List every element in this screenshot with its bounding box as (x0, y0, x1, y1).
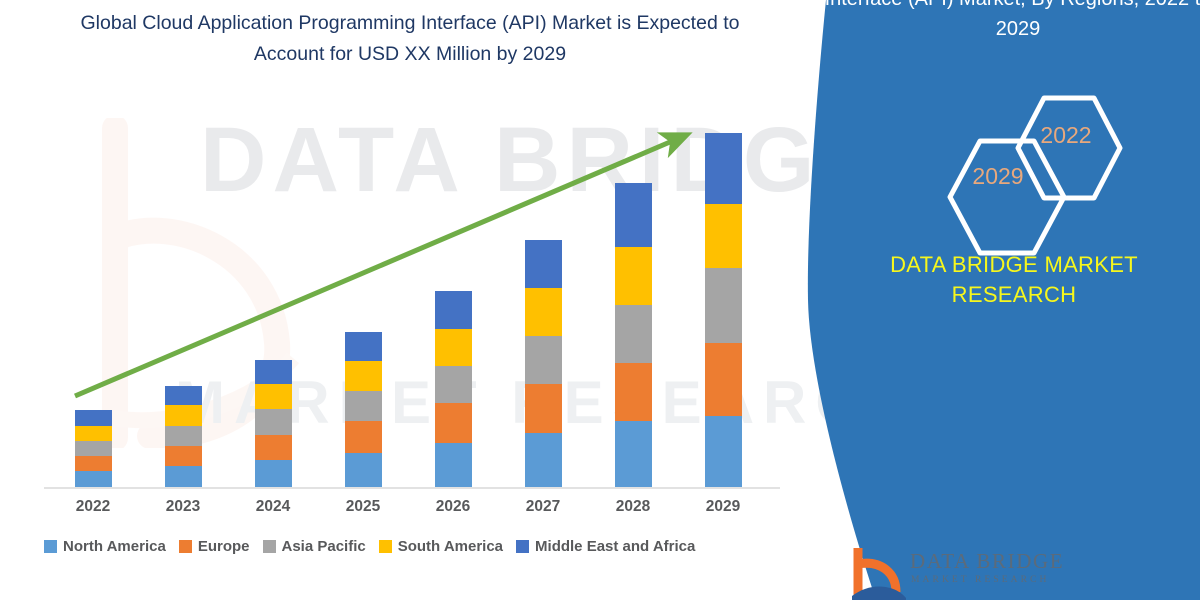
legend-item-south-america[interactable]: South America (378, 538, 504, 555)
bar-segment-middle-east-and-africa (164, 386, 202, 406)
bar-segment-north-america (254, 459, 292, 487)
hexagon-2029-label: 2029 (972, 163, 1024, 189)
hexagon-2029-icon (947, 138, 1067, 256)
bar-segment-south-america (704, 203, 742, 269)
brand-name-line-1: DATA BRIDGE MARKET (890, 252, 1138, 277)
bar-segment-south-america (344, 360, 382, 392)
legend-swatch-icon (378, 540, 392, 553)
legend-item-europe[interactable]: Europe (178, 538, 250, 555)
x-axis-label-2022: 2022 (75, 498, 111, 515)
bar-segment-europe (524, 384, 562, 433)
x-axis-label-2025: 2025 (345, 498, 381, 515)
bar-2027 (524, 239, 562, 487)
x-axis-label-2029: 2029 (705, 498, 741, 515)
bar-segment-south-america (434, 328, 472, 366)
axis-baseline (44, 487, 780, 489)
bar-segment-south-america (74, 425, 112, 441)
logo-text-secondary: MARKET RESEARCH (911, 575, 1050, 585)
bar-segment-europe (74, 455, 112, 471)
bridge-logo-icon (852, 546, 906, 600)
bar-segment-middle-east-and-africa (434, 291, 472, 329)
bar-segment-europe (344, 421, 382, 453)
bar-segment-europe (164, 445, 202, 466)
bar-segment-asia-pacific (704, 268, 742, 343)
legend-swatch-icon (178, 540, 192, 553)
hexagon-2022-icon (1015, 95, 1123, 201)
plot-area: 2022 2023 2024 2025 2026 2027 2028 2029 (44, 133, 780, 515)
x-axis-label-2024: 2024 (255, 498, 291, 515)
legend-item-middle-east-and-africa[interactable]: Middle East and Africa (516, 538, 695, 555)
legend-label: North America (63, 538, 166, 555)
x-axis-label-2023: 2023 (165, 498, 201, 515)
panel-content: Interface (API) Market, By Regions, 2022… (825, 0, 1200, 600)
panel-title: Interface (API) Market, By Regions, 2022… (825, 0, 1200, 40)
bar-2025 (344, 331, 382, 487)
x-axis-label-2026: 2026 (435, 498, 471, 515)
bar-segment-north-america (74, 470, 112, 487)
bar-segment-middle-east-and-africa (524, 239, 562, 289)
brand-name-line-2: RESEARCH (951, 282, 1077, 307)
bar-segment-north-america (614, 421, 652, 487)
hexagon-2022-label: 2022 (1040, 122, 1092, 148)
bar-segment-north-america (344, 452, 382, 487)
x-axis-label-2028: 2028 (615, 498, 651, 515)
bar-segment-middle-east-and-africa (254, 359, 292, 385)
bar-segment-north-america (164, 465, 202, 487)
bar-segment-europe (434, 403, 472, 443)
chart-panel: DATA BRIDGE MARKET RESEARCH Global Cloud… (44, 12, 840, 555)
bar-2029 (704, 133, 742, 487)
legend-swatch-icon (44, 540, 57, 553)
bar-segment-europe (614, 362, 652, 422)
chart-legend: North America Europe Asia Pacific South Ame… (44, 538, 784, 555)
bar-2023 (164, 386, 202, 487)
bar-2026 (434, 291, 472, 487)
legend-item-north-america[interactable]: North America (44, 538, 166, 555)
bar-2024 (254, 359, 292, 487)
legend-swatch-icon (516, 540, 530, 553)
bar-segment-middle-east-and-africa (344, 331, 382, 361)
bar-segment-south-america (254, 384, 292, 410)
bar-segment-south-america (524, 288, 562, 336)
bar-segment-south-america (614, 247, 652, 306)
bar-segment-europe (254, 434, 292, 460)
company-logo: DATA BRIDGE MARKET RESEARCH (850, 546, 1110, 600)
legend-label: Middle East and Africa (535, 538, 696, 555)
bar-segment-north-america (704, 416, 742, 487)
bar-segment-middle-east-and-africa (74, 410, 112, 426)
bar-segment-europe (704, 342, 742, 417)
x-axis-label-2027: 2027 (525, 498, 561, 515)
bar-segment-north-america (434, 442, 472, 487)
bar-segment-asia-pacific (614, 305, 652, 363)
bar-segment-north-america (524, 432, 562, 487)
legend-swatch-icon (262, 540, 276, 553)
legend-label: Asia Pacific (281, 538, 366, 555)
legend-item-asia-pacific[interactable]: Asia Pacific (262, 538, 366, 555)
bar-segment-asia-pacific (74, 440, 112, 456)
bar-segment-south-america (164, 405, 202, 426)
bar-segment-asia-pacific (254, 409, 292, 435)
bar-segment-middle-east-and-africa (614, 183, 652, 247)
legend-label: South America (397, 538, 504, 555)
bar-segment-asia-pacific (434, 365, 472, 404)
bar-2022 (74, 410, 112, 487)
bar-segment-asia-pacific (164, 425, 202, 446)
bar-segment-middle-east-and-africa (704, 133, 742, 204)
chart-title: Global Cloud Application Programming Int… (80, 12, 740, 65)
bar-2028 (614, 183, 652, 487)
bar-segment-asia-pacific (344, 391, 382, 422)
logo-text-primary: DATA BRIDGE (910, 549, 1065, 573)
legend-label: Europe (197, 538, 250, 555)
bar-segment-asia-pacific (524, 335, 562, 385)
